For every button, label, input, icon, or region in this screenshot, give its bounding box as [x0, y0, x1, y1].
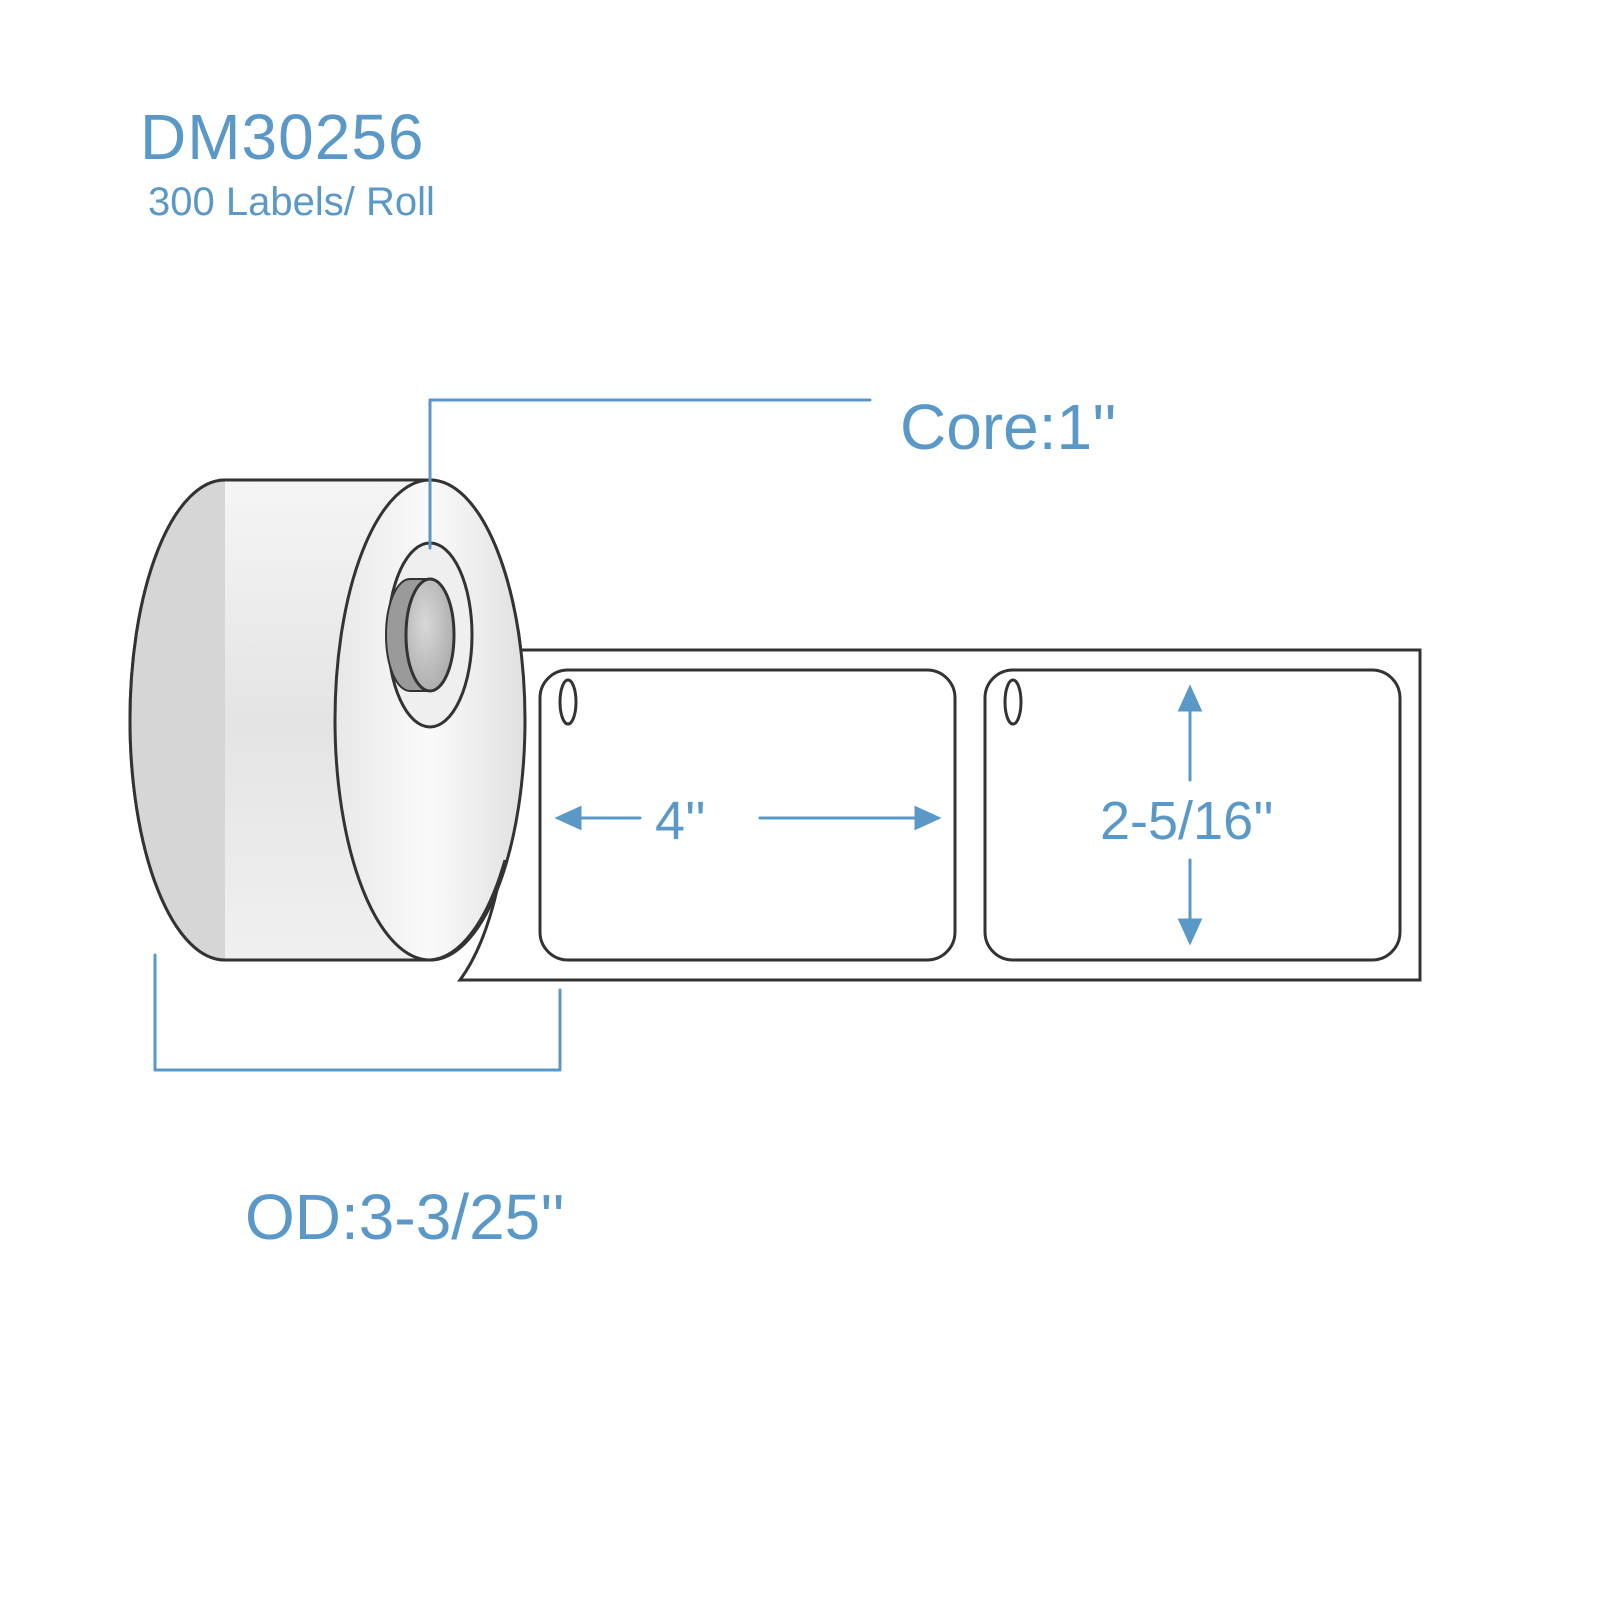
outer-diameter-label: OD:3-3/25''	[245, 1180, 565, 1254]
diagram-canvas: DM30256 300 Labels/ Roll Core:1'' 4'' 2-…	[0, 0, 1600, 1600]
core-dimension-label: Core:1''	[900, 390, 1117, 464]
strip-label-2-notch	[1005, 680, 1021, 724]
strip-label-1-notch	[560, 680, 576, 724]
label-width-dimension: 4''	[655, 790, 706, 852]
label-height-dimension: 2-5/16''	[1100, 790, 1274, 852]
label-roll-diagram	[0, 0, 1600, 1600]
labels-per-roll: 300 Labels/ Roll	[148, 180, 435, 225]
product-code: DM30256	[140, 100, 425, 174]
strip-label-1	[540, 670, 955, 960]
core-leader-line	[430, 400, 870, 548]
core-inner-hole	[406, 579, 454, 691]
